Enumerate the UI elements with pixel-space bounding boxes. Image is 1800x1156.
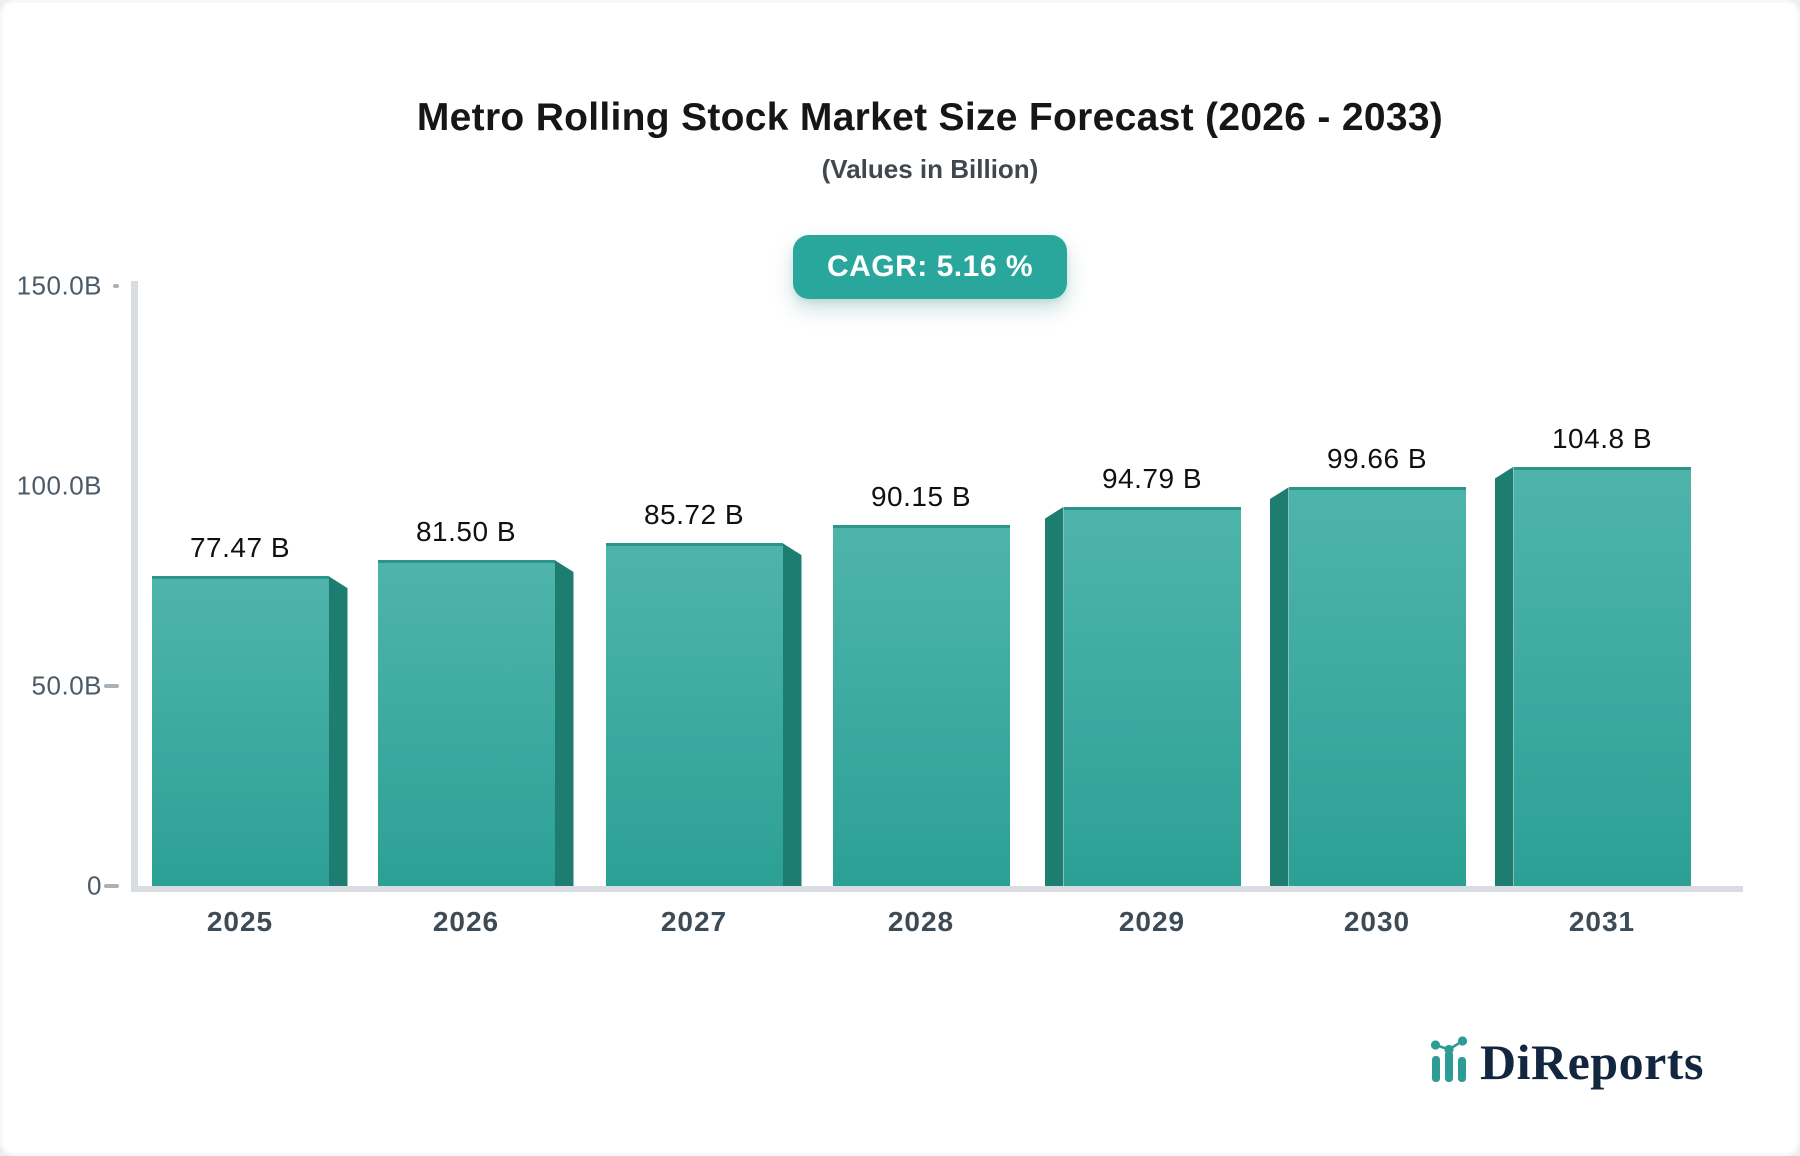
bar-side-face-2026 <box>554 560 574 886</box>
y-axis-tick-label: 100.0B <box>16 470 102 501</box>
x-axis-label-2031: 2031 <box>1568 906 1636 937</box>
y-axis-tick-label: 0 <box>87 870 102 901</box>
bar-value-label: 85.72 B <box>643 499 745 531</box>
bar-side-face-2029 <box>1044 506 1064 886</box>
chart-header: Metro Rolling Stock Market Size Forecast… <box>30 0 1800 299</box>
x-axis-baseline <box>131 886 1743 892</box>
bar-2026 <box>377 560 555 886</box>
bar-2031 <box>1513 466 1691 886</box>
x-axis-label-2025: 2025 <box>206 906 274 937</box>
bar-value-label: 90.15 B <box>870 481 972 513</box>
chart-subtitle: (Values in Billion) <box>821 154 1039 184</box>
bar-value-label: 99.66 B <box>1326 443 1428 475</box>
bar-value-label: 77.47 B <box>189 532 291 564</box>
mini-bar-chart-icon <box>1430 1036 1468 1082</box>
y-axis-tick-mark <box>113 284 119 288</box>
x-axis-label-2027: 2027 <box>660 906 728 937</box>
bar-2028 <box>832 525 1010 886</box>
bar-value-label: 81.50 B <box>415 516 517 547</box>
y-axis-line <box>131 281 138 892</box>
y-axis-tick-mark <box>104 684 119 688</box>
bar-2030 <box>1288 487 1466 886</box>
bar-2025 <box>151 576 329 886</box>
bar-value-label: 104.8 B <box>1551 422 1653 454</box>
bar-2029 <box>1063 506 1241 886</box>
bar-side-face-2027 <box>782 543 802 886</box>
x-axis-label-2026: 2026 <box>432 906 500 937</box>
y-axis-tick-label: 150.0B <box>16 270 102 301</box>
cagr-badge: CAGR: 5.16 % <box>792 235 1068 299</box>
y-axis-tick-label: 50.0B <box>31 670 102 701</box>
x-axis-label-2029: 2029 <box>1118 906 1186 937</box>
x-axis-label-2028: 2028 <box>887 906 955 937</box>
bar-value-label: 94.79 B <box>1101 462 1203 494</box>
logo-wordmark: DiReports <box>1480 1034 1704 1090</box>
bar-side-face-2031 <box>1494 466 1514 886</box>
bar-side-face-2025 <box>328 576 348 886</box>
y-axis-tick-mark <box>104 884 119 888</box>
bar-2027 <box>605 543 783 886</box>
x-axis-label-2030: 2030 <box>1343 906 1411 937</box>
chart-title: Metro Rolling Stock Market Size Forecast… <box>416 96 1444 139</box>
direports-logo: DiReports <box>1424 1032 1704 1092</box>
bar-side-face-2030 <box>1269 487 1289 886</box>
